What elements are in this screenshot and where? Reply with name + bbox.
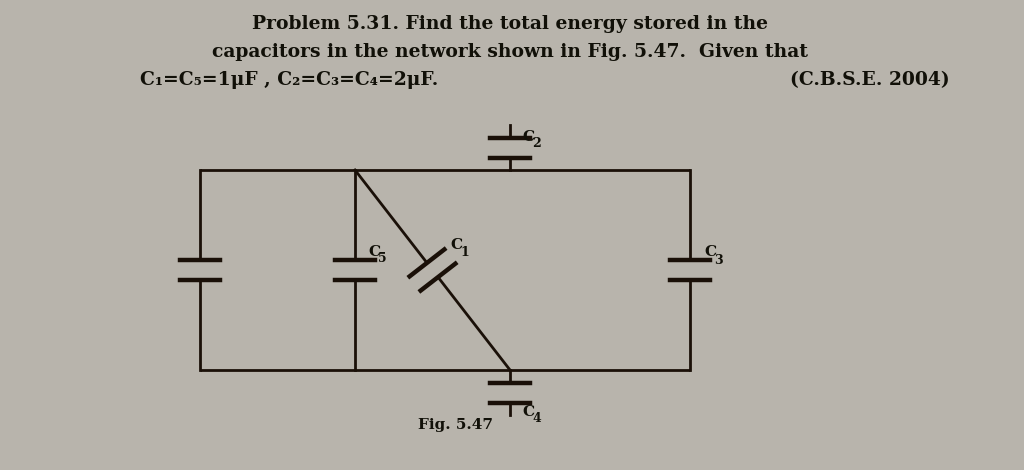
Text: 5: 5 (378, 252, 387, 266)
Text: C: C (368, 245, 380, 259)
Text: capacitors in the network shown in Fig. 5.47.  Given that: capacitors in the network shown in Fig. … (212, 43, 808, 61)
Text: C: C (522, 130, 535, 144)
Text: 4: 4 (532, 412, 541, 425)
Text: C: C (451, 238, 463, 252)
Text: 1: 1 (461, 246, 469, 259)
Text: Problem 5.31. Find the total energy stored in the: Problem 5.31. Find the total energy stor… (252, 15, 768, 33)
Text: Fig. 5.47: Fig. 5.47 (418, 418, 493, 432)
Text: C: C (705, 245, 716, 259)
Text: C₁=C₅=1μF , C₂=C₃=C₄=2μF.: C₁=C₅=1μF , C₂=C₃=C₄=2μF. (140, 71, 438, 89)
Text: C: C (522, 405, 535, 419)
Text: (C.B.S.E. 2004): (C.B.S.E. 2004) (790, 71, 949, 89)
Text: 3: 3 (714, 253, 723, 266)
Text: 2: 2 (532, 137, 541, 150)
